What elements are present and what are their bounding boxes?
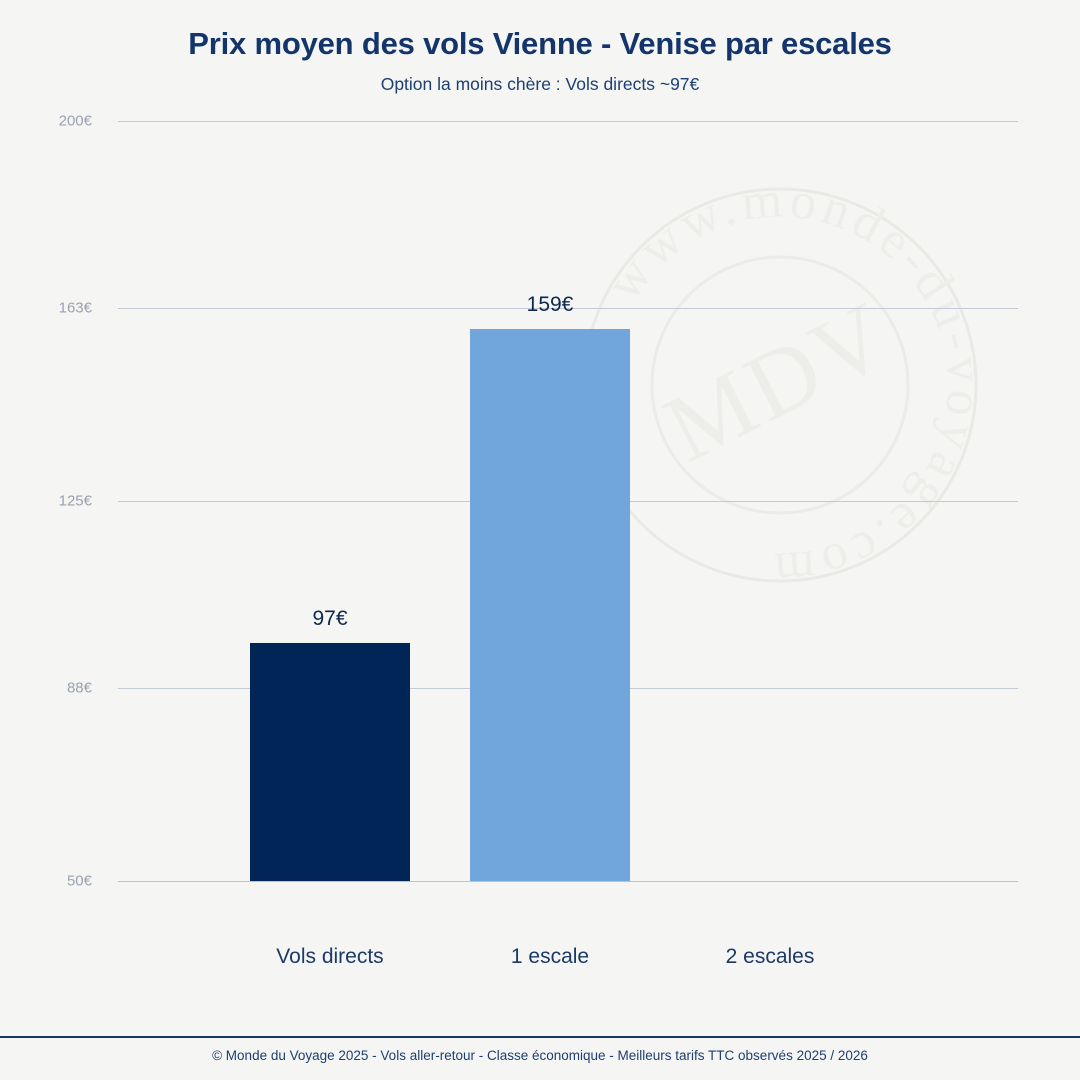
gridline — [118, 121, 1018, 122]
y-axis-tick-label: 200€ — [58, 112, 92, 130]
bar-value-label: 159€ — [526, 292, 574, 316]
x-axis-category-label: 2 escales — [725, 945, 815, 968]
footer-divider — [0, 1036, 1080, 1038]
bar-vols-directs[interactable] — [250, 642, 410, 881]
y-axis-tick-label: 50€ — [66, 872, 92, 890]
y-axis-tick-label: 88€ — [66, 679, 92, 697]
bar-1-escale[interactable] — [470, 328, 630, 881]
x-axis-category-label: Vols directs — [276, 945, 384, 968]
gridline — [118, 308, 1018, 310]
bar-value-label: 97€ — [312, 606, 348, 630]
plot-area — [118, 121, 1018, 882]
axis-baseline — [118, 881, 1018, 882]
x-axis-category-label: 1 escale — [510, 945, 590, 968]
chart-subtitle: Option la moins chère : Vols directs ~97… — [380, 74, 700, 94]
y-axis-tick-label: 163€ — [58, 299, 92, 317]
footer-text: © Monde du Voyage 2025 - Vols aller-reto… — [212, 1048, 868, 1063]
y-axis-tick-label: 125€ — [58, 492, 92, 510]
chart-title: Prix moyen des vols Vienne - Venise par … — [188, 26, 892, 61]
